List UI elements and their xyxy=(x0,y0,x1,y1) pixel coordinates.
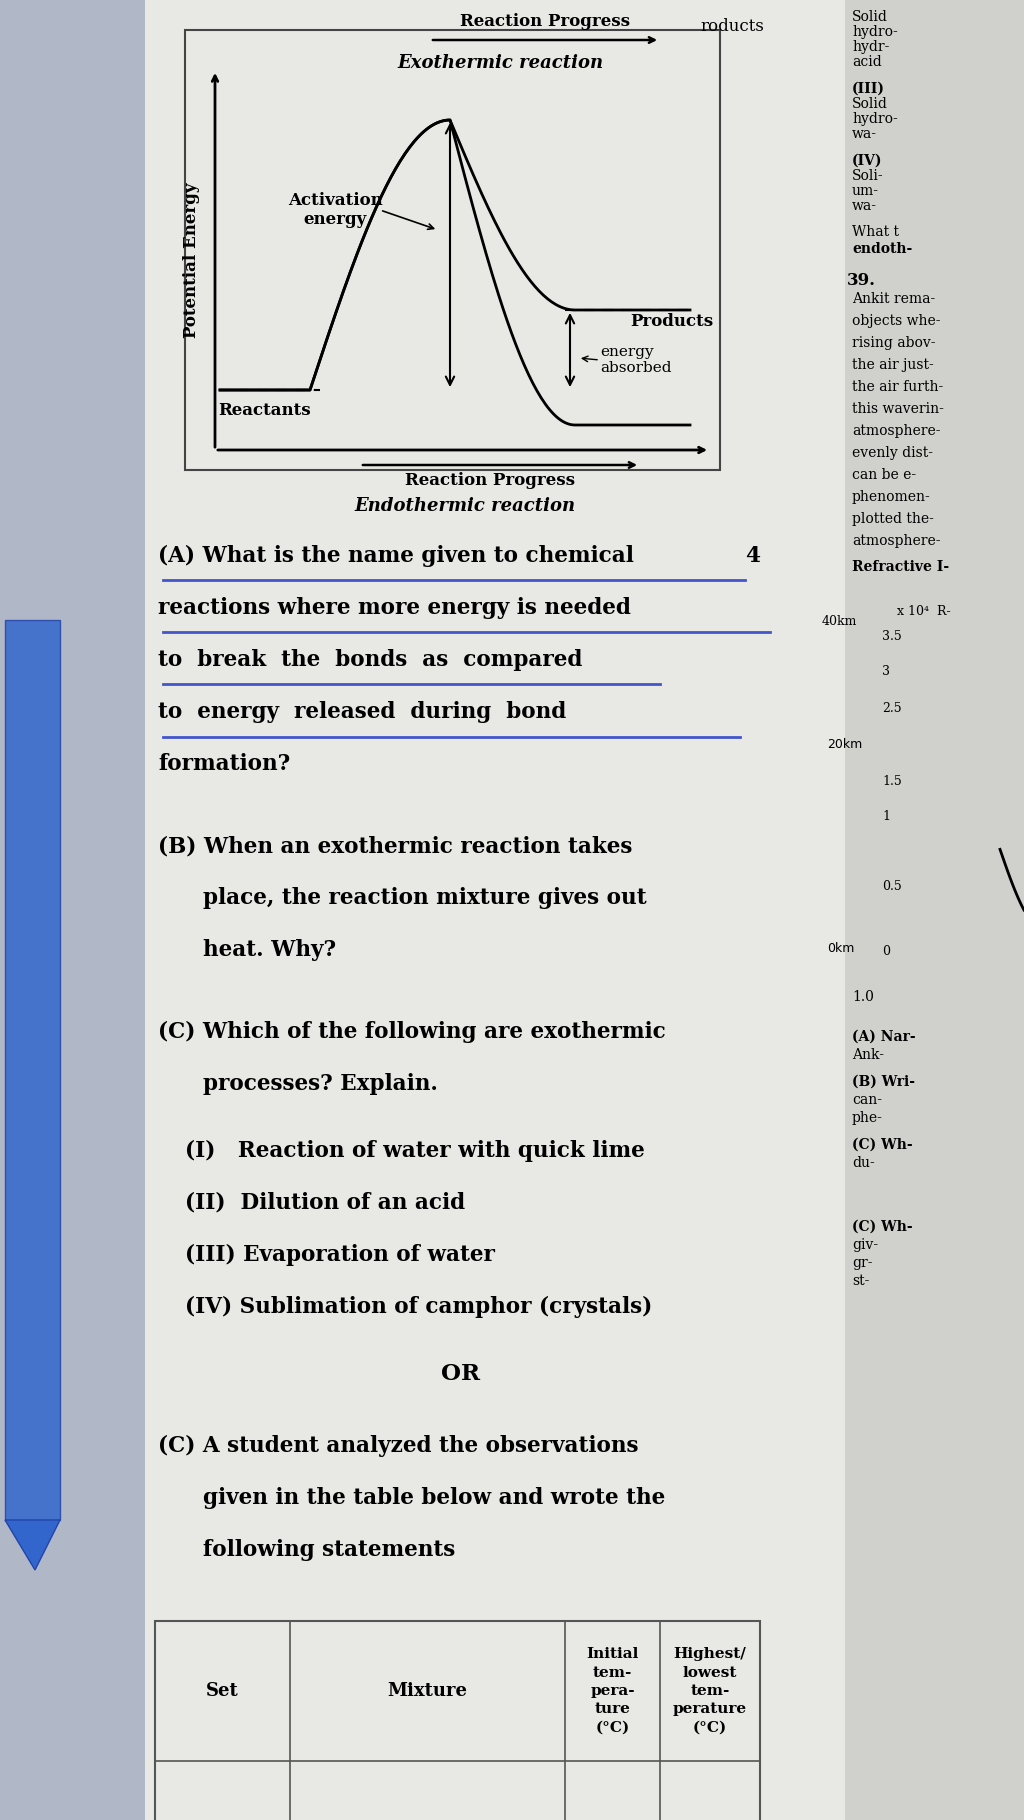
Text: (IV) Sublimation of camphor (crystals): (IV) Sublimation of camphor (crystals) xyxy=(185,1296,652,1318)
Text: du-: du- xyxy=(852,1156,874,1170)
Text: 4: 4 xyxy=(745,544,760,568)
Text: wa-: wa- xyxy=(852,127,877,140)
Text: Products: Products xyxy=(630,313,713,329)
Text: processes? Explain.: processes? Explain. xyxy=(158,1074,438,1096)
Text: rising abov-: rising abov- xyxy=(852,337,936,349)
Text: following statements: following statements xyxy=(158,1540,456,1562)
Text: Reaction Progress: Reaction Progress xyxy=(406,471,575,490)
Text: hydro-: hydro- xyxy=(852,25,898,38)
Text: (A) What is the name given to chemical: (A) What is the name given to chemical xyxy=(158,544,634,568)
Text: Reactants: Reactants xyxy=(219,402,311,419)
Text: the air furth-: the air furth- xyxy=(852,380,943,393)
Text: formation?: formation? xyxy=(158,753,290,775)
Text: the air just-: the air just- xyxy=(852,359,934,371)
Text: hydr-: hydr- xyxy=(852,40,890,55)
Text: (IV): (IV) xyxy=(852,155,883,167)
Text: plotted the-: plotted the- xyxy=(852,511,934,526)
Text: (I)   Reaction of water with quick lime: (I) Reaction of water with quick lime xyxy=(185,1139,645,1163)
Text: can be e-: can be e- xyxy=(852,468,916,482)
Text: What t: What t xyxy=(852,226,899,238)
Text: 1: 1 xyxy=(882,810,890,823)
Bar xyxy=(0,0,145,1820)
Bar xyxy=(5,621,60,1520)
Text: 40km: 40km xyxy=(822,615,857,628)
Text: this waverin-: this waverin- xyxy=(852,402,944,417)
Text: evenly dist-: evenly dist- xyxy=(852,446,933,460)
Text: st-: st- xyxy=(852,1274,869,1289)
Text: (A) Nar-: (A) Nar- xyxy=(852,1030,915,1045)
Text: Refractive I-: Refractive I- xyxy=(852,561,949,573)
Bar xyxy=(185,29,720,470)
Text: (B) Wri-: (B) Wri- xyxy=(852,1076,915,1088)
Text: to  energy  released  during  bond: to energy released during bond xyxy=(158,701,566,723)
Text: (C) A student analyzed the observations: (C) A student analyzed the observations xyxy=(158,1434,639,1458)
Text: Endothermic reaction: Endothermic reaction xyxy=(354,497,575,515)
Text: objects whe-: objects whe- xyxy=(852,315,940,328)
Text: Set: Set xyxy=(206,1682,239,1700)
Text: heat. Why?: heat. Why? xyxy=(158,939,336,961)
Text: Activation
energy: Activation energy xyxy=(288,191,382,228)
Text: to  break  the  bonds  as  compared: to break the bonds as compared xyxy=(158,650,583,672)
Text: Exothermic reaction: Exothermic reaction xyxy=(397,55,603,73)
Text: Solid: Solid xyxy=(852,96,888,111)
Text: Initial
tem-
pera-
ture
(°C): Initial tem- pera- ture (°C) xyxy=(587,1647,639,1734)
Text: (C) Which of the following are exothermic: (C) Which of the following are exothermi… xyxy=(158,1021,666,1043)
Text: given in the table below and wrote the: given in the table below and wrote the xyxy=(158,1487,666,1509)
Text: endoth-: endoth- xyxy=(852,242,912,257)
Text: reactions where more energy is needed: reactions where more energy is needed xyxy=(158,597,631,619)
Text: atmosphere-: atmosphere- xyxy=(852,533,940,548)
Text: Ank-: Ank- xyxy=(852,1048,884,1063)
Text: 0: 0 xyxy=(882,945,890,957)
Text: gr-: gr- xyxy=(852,1256,872,1270)
Text: can-: can- xyxy=(852,1094,882,1107)
Text: 1.0: 1.0 xyxy=(852,990,873,1005)
Text: 0.5: 0.5 xyxy=(882,881,902,894)
Text: roducts: roducts xyxy=(700,18,764,35)
Polygon shape xyxy=(5,1520,60,1571)
Text: x 10⁴  R-: x 10⁴ R- xyxy=(897,604,950,619)
Text: place, the reaction mixture gives out: place, the reaction mixture gives out xyxy=(158,886,646,908)
Text: OR: OR xyxy=(440,1363,479,1385)
Text: Soli-: Soli- xyxy=(852,169,884,184)
Text: 39.: 39. xyxy=(847,271,876,289)
Text: 20km: 20km xyxy=(827,737,862,752)
Text: 0km: 0km xyxy=(827,943,854,956)
Text: acid: acid xyxy=(852,55,882,69)
Text: Ankit rema-: Ankit rema- xyxy=(852,291,935,306)
Text: (III): (III) xyxy=(852,82,885,96)
Text: (C) Wh-: (C) Wh- xyxy=(852,1219,912,1234)
Text: Reaction Progress: Reaction Progress xyxy=(460,13,630,29)
Text: 2.5: 2.5 xyxy=(882,703,901,715)
Text: 1.5: 1.5 xyxy=(882,775,902,788)
Text: (III) Evaporation of water: (III) Evaporation of water xyxy=(185,1245,495,1267)
Text: Potential Energy: Potential Energy xyxy=(183,182,201,339)
Bar xyxy=(145,0,845,1820)
Text: Solid: Solid xyxy=(852,9,888,24)
Text: (C) Wh-: (C) Wh- xyxy=(852,1138,912,1152)
Bar xyxy=(155,1622,760,1820)
Bar xyxy=(845,0,1024,1820)
Text: 3: 3 xyxy=(882,664,890,679)
Text: wa-: wa- xyxy=(852,198,877,213)
Text: hydro-: hydro- xyxy=(852,113,898,126)
Text: Highest/
lowest
tem-
perature
(°C): Highest/ lowest tem- perature (°C) xyxy=(673,1647,748,1734)
Text: phenomen-: phenomen- xyxy=(852,490,931,504)
Text: Mixture: Mixture xyxy=(387,1682,468,1700)
Text: phe-: phe- xyxy=(852,1110,883,1125)
Text: giv-: giv- xyxy=(852,1238,879,1252)
Text: 3.5: 3.5 xyxy=(882,630,902,642)
Text: atmosphere-: atmosphere- xyxy=(852,424,940,439)
Text: (II)  Dilution of an acid: (II) Dilution of an acid xyxy=(185,1192,465,1214)
Text: (B) When an exothermic reaction takes: (B) When an exothermic reaction takes xyxy=(158,835,633,857)
Text: um-: um- xyxy=(852,184,879,198)
Text: energy
absorbed: energy absorbed xyxy=(600,346,672,375)
